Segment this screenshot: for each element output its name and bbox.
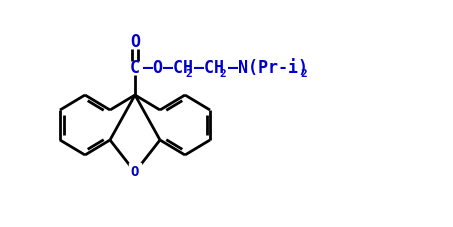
Text: O: O <box>130 33 140 51</box>
Text: C: C <box>130 59 140 77</box>
Text: 2: 2 <box>185 69 192 79</box>
Text: 2: 2 <box>220 69 226 79</box>
Text: 2: 2 <box>300 69 307 79</box>
Text: O: O <box>131 165 139 179</box>
Text: —CH: —CH <box>194 59 224 77</box>
Text: —O—CH: —O—CH <box>143 59 193 77</box>
Text: —N(Pr-i): —N(Pr-i) <box>228 59 308 77</box>
